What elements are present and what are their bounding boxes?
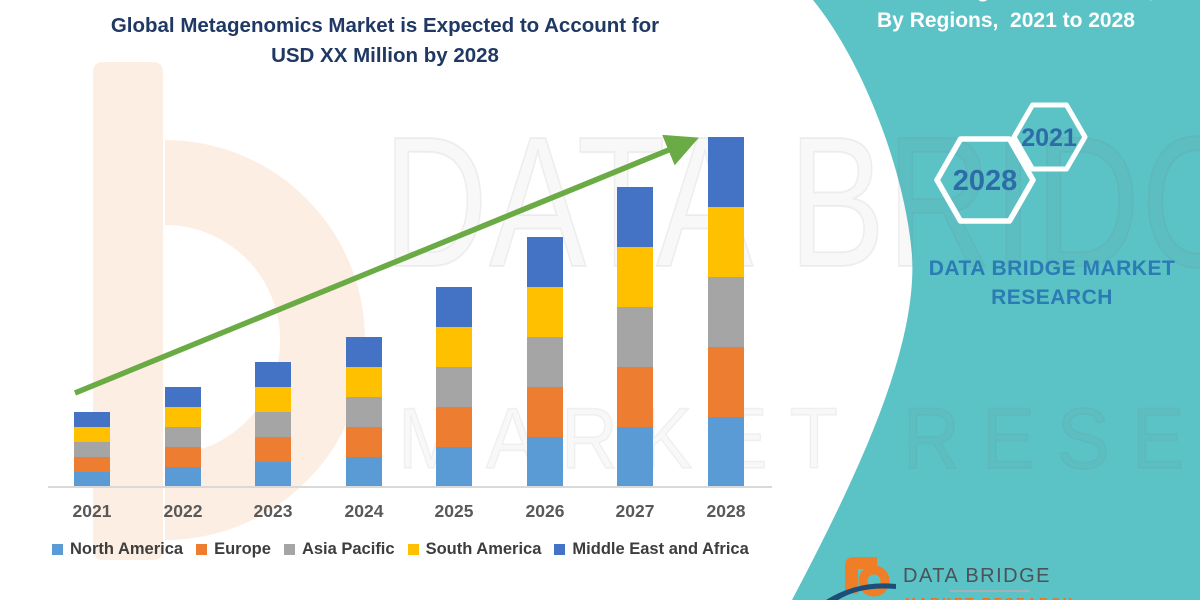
bar-segment-middle-east-and-africa-2022 xyxy=(165,387,201,407)
side-panel-heading: Global Metagenomics Market, By Regions, … xyxy=(812,0,1200,36)
bar-segment-europe-2027 xyxy=(617,367,653,427)
bar-segment-europe-2021 xyxy=(74,457,110,472)
bar-segment-middle-east-and-africa-2025 xyxy=(436,287,472,327)
hexagon-2028-label: 2028 xyxy=(952,165,1018,197)
bar-segment-europe-2028 xyxy=(708,347,744,417)
bar-segment-north-america-2022 xyxy=(165,467,201,487)
x-axis-line xyxy=(48,486,772,488)
bar-segment-middle-east-and-africa-2023 xyxy=(255,362,291,387)
watermark-text-line2: MARKET RESEARCH xyxy=(397,390,1200,488)
bar-segment-europe-2026 xyxy=(527,387,563,437)
legend-item-south-america: South America xyxy=(407,540,542,559)
chart-title: Global Metagenomics Market is Expected t… xyxy=(35,11,735,71)
footer-swoosh xyxy=(826,583,896,600)
legend-label-europe: Europe xyxy=(214,540,271,558)
bar-segment-asia-pacific-2023 xyxy=(255,412,291,437)
bar-segment-europe-2022 xyxy=(165,447,201,467)
bar-segment-south-america-2024 xyxy=(346,367,382,397)
chart-title-line2: USD XX Million by 2028 xyxy=(271,44,499,67)
legend-item-asia-pacific: Asia Pacific xyxy=(283,540,395,559)
bar-segment-asia-pacific-2026 xyxy=(527,337,563,387)
bar-segment-south-america-2028 xyxy=(708,207,744,277)
side-panel-heading-clipped-line: Global Metagenomics Market, xyxy=(812,0,1200,6)
bar-segment-asia-pacific-2022 xyxy=(165,427,201,447)
legend-swatch-europe xyxy=(196,544,208,555)
x-axis-label-2028: 2028 xyxy=(706,501,746,521)
legend-label-south-america: South America xyxy=(425,540,542,558)
bar-segment-north-america-2024 xyxy=(346,457,382,487)
bar-segment-middle-east-and-africa-2026 xyxy=(527,237,563,287)
bar-segment-north-america-2026 xyxy=(527,437,563,487)
legend-item-middle-east-and-africa: Middle East and Africa xyxy=(554,540,749,559)
bar-segment-north-america-2025 xyxy=(436,447,472,487)
x-axis-label-2022: 2022 xyxy=(163,501,203,521)
side-panel-heading-line: By Regions, 2021 to 2028 xyxy=(877,9,1135,32)
bar-segment-south-america-2025 xyxy=(436,327,472,367)
chart-legend: North America Europe Asia Pacific South Ame… xyxy=(52,540,749,559)
footer-b-bowl xyxy=(858,565,890,597)
legend-swatch-north-america xyxy=(52,544,63,555)
legend-label-middle-east-and-africa: Middle East and Africa xyxy=(572,540,749,558)
hexagon-2021-label: 2021 xyxy=(1021,124,1077,152)
x-axis-label-2027: 2027 xyxy=(615,501,655,521)
bar-segment-asia-pacific-2027 xyxy=(617,307,653,367)
brand-line2: RESEARCH xyxy=(991,286,1113,309)
bar-segment-south-america-2021 xyxy=(74,427,110,442)
bar-segment-middle-east-and-africa-2027 xyxy=(617,187,653,247)
bar-segment-north-america-2021 xyxy=(74,472,110,487)
bar-segment-middle-east-and-africa-2028 xyxy=(708,137,744,207)
legend-swatch-asia-pacific xyxy=(283,544,295,555)
bar-segment-europe-2025 xyxy=(436,407,472,447)
bar-segment-middle-east-and-africa-2021 xyxy=(74,412,110,427)
legend-item-europe: Europe xyxy=(196,540,271,559)
bar-segment-north-america-2023 xyxy=(255,462,291,487)
legend-swatch-middle-east-and-africa xyxy=(554,544,566,555)
legend-label-north-america: North America xyxy=(70,540,184,558)
x-axis-label-2024: 2024 xyxy=(344,501,384,521)
x-axis-label-2021: 2021 xyxy=(72,501,112,521)
bar-segment-south-america-2027 xyxy=(617,247,653,307)
bar-segment-asia-pacific-2025 xyxy=(436,367,472,407)
chart-title-line1: Global Metagenomics Market is Expected t… xyxy=(110,14,660,37)
bar-segment-asia-pacific-2028 xyxy=(708,277,744,347)
footer-b-stem xyxy=(845,557,877,594)
footer-brand-name: DATA BRIDGE xyxy=(903,565,1052,587)
bar-segment-north-america-2028 xyxy=(708,417,744,487)
bar-segment-middle-east-and-africa-2024 xyxy=(346,337,382,367)
legend-swatch-south-america xyxy=(407,544,419,555)
footer-brand-underline xyxy=(950,590,1030,592)
bar-segment-asia-pacific-2021 xyxy=(74,442,110,457)
x-axis-label-2025: 2025 xyxy=(434,501,474,521)
bar-segment-europe-2024 xyxy=(346,427,382,457)
x-axis-label-2026: 2026 xyxy=(525,501,565,521)
bar-segment-asia-pacific-2024 xyxy=(346,397,382,427)
bar-segment-south-america-2026 xyxy=(527,287,563,337)
footer-brand-subtitle-clipped: MARKET RESEARCH xyxy=(905,595,1075,600)
brand-line1: DATA BRIDGE MARKET xyxy=(928,257,1176,280)
side-panel-brand-text: DATA BRIDGE MARKET RESEARCH xyxy=(872,254,1200,312)
bar-segment-north-america-2027 xyxy=(617,427,653,487)
bar-segment-south-america-2022 xyxy=(165,407,201,427)
legend-item-north-america: North America xyxy=(52,540,183,559)
legend-label-asia-pacific: Asia Pacific xyxy=(301,540,395,558)
bar-segment-europe-2023 xyxy=(255,437,291,462)
bar-segment-south-america-2023 xyxy=(255,387,291,412)
x-axis-label-2023: 2023 xyxy=(253,501,293,521)
